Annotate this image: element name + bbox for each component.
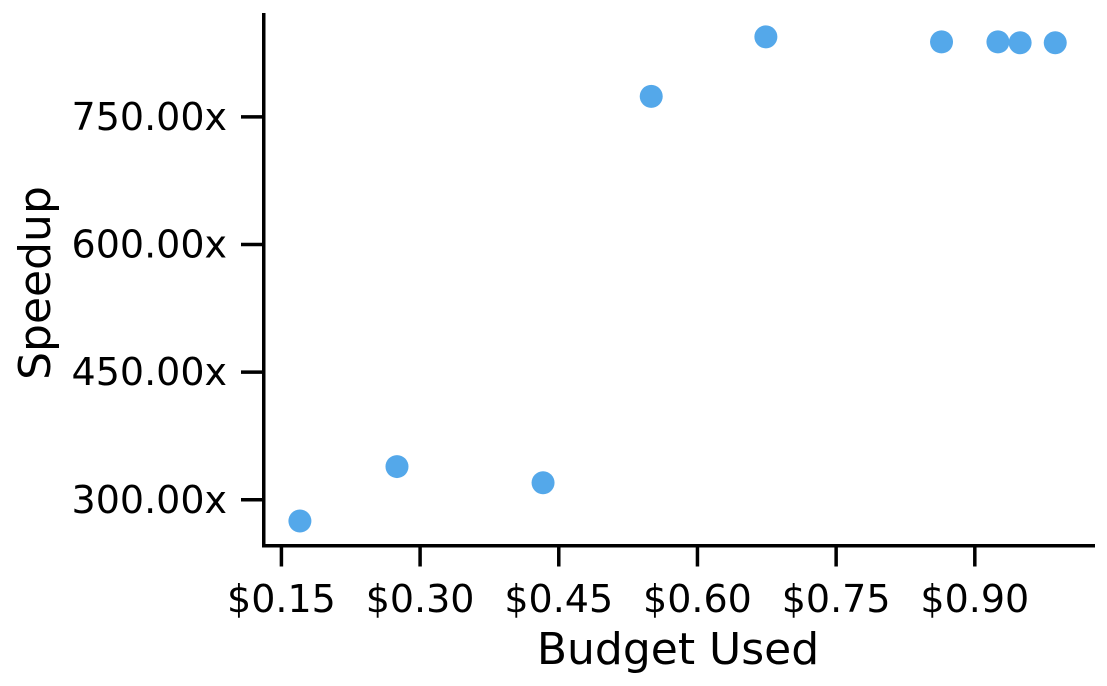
data-point	[930, 30, 954, 54]
y-tick-label: 600.00x	[72, 222, 227, 266]
scatter-data-points	[288, 25, 1067, 533]
x-tick-label: $0.60	[643, 577, 752, 621]
x-tick-label: $0.15	[227, 577, 336, 621]
data-point	[639, 84, 663, 108]
y-axis-tick-marks	[241, 115, 262, 502]
y-tick-label: 450.00x	[72, 350, 227, 394]
data-point	[531, 471, 555, 495]
y-tick-label: 300.00x	[72, 478, 227, 522]
x-tick-label: $0.90	[920, 577, 1029, 621]
data-point	[986, 30, 1010, 54]
x-tick-label: $0.45	[504, 577, 613, 621]
data-point	[754, 25, 778, 49]
x-axis-tick-marks	[279, 547, 977, 567]
x-axis-label: Budget Used	[537, 624, 819, 675]
x-axis-tick-labels: $0.15 $0.30 $0.45 $0.60 $0.75 $0.90	[227, 577, 1029, 621]
y-axis-tick-labels: 300.00x 450.00x 600.00x 750.00x	[72, 95, 227, 522]
data-point	[385, 455, 409, 479]
data-point	[1043, 31, 1067, 55]
data-point	[288, 509, 312, 533]
data-point	[1008, 31, 1032, 55]
x-tick-label: $0.75	[782, 577, 891, 621]
x-tick-label: $0.30	[366, 577, 475, 621]
y-tick-label: 750.00x	[72, 95, 227, 139]
y-axis-label: Speedup	[10, 186, 61, 380]
axis-spines	[262, 13, 1095, 548]
